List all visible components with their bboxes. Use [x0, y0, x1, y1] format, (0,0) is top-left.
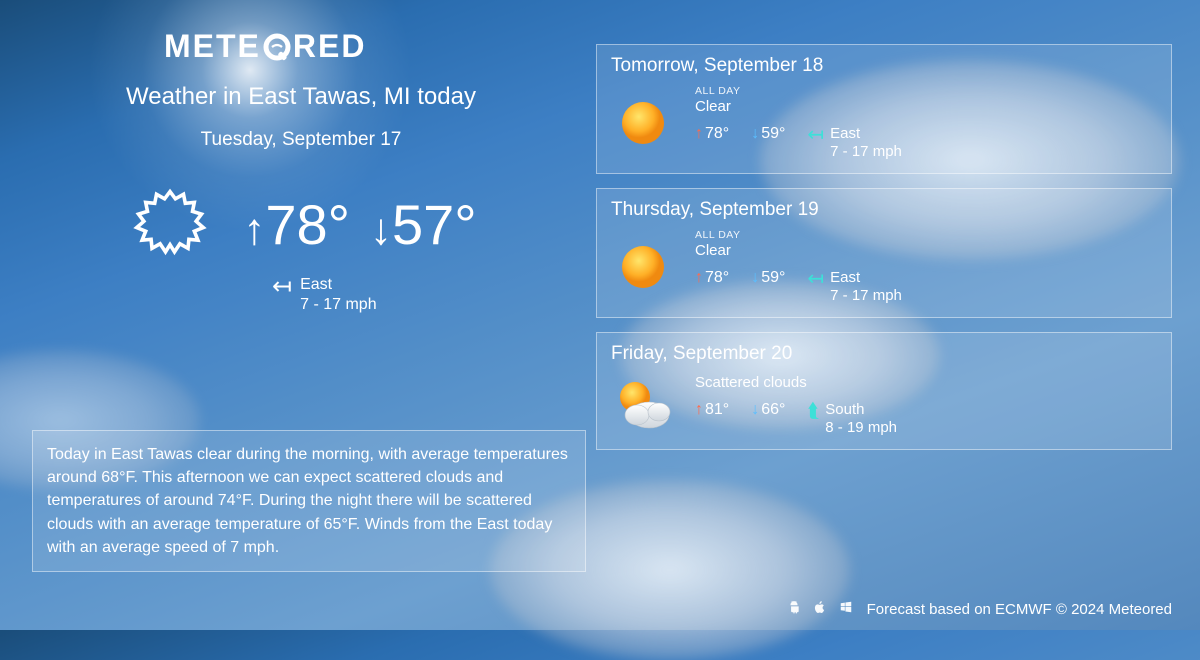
up-arrow-icon: ↑ — [695, 269, 703, 287]
forecast-condition: Scattered clouds — [695, 374, 1157, 391]
forecast-card: Tomorrow, September 18 ALL DAY Clear ↑78… — [596, 44, 1172, 174]
forecast-condition: Clear — [695, 98, 1157, 115]
forecast-date: Thursday, September 19 — [611, 199, 1157, 221]
forecast-condition: Clear — [695, 242, 1157, 259]
forecast-date: Friday, September 20 — [611, 343, 1157, 365]
forecast-high: ↑78° — [695, 125, 729, 143]
footer-text: Forecast based on ECMWF © 2024 Meteored — [867, 601, 1172, 618]
today-wind-speed: 7 - 17 mph — [300, 296, 376, 313]
wind-direction-icon: ↤ — [807, 125, 824, 145]
location-title: Weather in East Tawas, MI today — [32, 83, 570, 111]
today-wind-dir: East — [300, 276, 332, 293]
forecast-low: ↓59° — [751, 269, 785, 287]
forecast-high: ↑78° — [695, 269, 729, 287]
sun-icon — [611, 235, 675, 299]
apple-icon — [813, 600, 827, 618]
today-date: Tuesday, September 17 — [32, 129, 570, 151]
sun-icon — [611, 91, 675, 155]
forecast-date: Tomorrow, September 18 — [611, 55, 1157, 77]
forecast-card: Friday, September 20 — [596, 332, 1172, 450]
today-main: ↑78° ↓57° — [32, 179, 570, 269]
windows-icon — [839, 600, 853, 618]
today-high: ↑78° — [243, 192, 350, 257]
wind-direction-icon: ↤ — [807, 269, 824, 289]
forecast-card: Thursday, September 19 ALL DAY Clear ↑78… — [596, 188, 1172, 318]
forecast-low: ↓59° — [751, 125, 785, 143]
forecast-high: ↑81° — [695, 401, 729, 419]
forecast-wind: ↤ East7 - 17 mph — [807, 125, 901, 161]
brand-text-left: METE — [164, 28, 261, 65]
down-arrow-icon: ↓ — [751, 269, 759, 287]
partly-cloudy-icon — [611, 373, 675, 437]
android-icon — [787, 600, 801, 618]
forecast-low: ↓66° — [751, 401, 785, 419]
today-summary: Today in East Tawas clear during the mor… — [32, 430, 586, 572]
wind-direction-icon: ⮬ — [807, 401, 819, 421]
wind-direction-icon: ↤ — [272, 275, 292, 299]
brand-logo: METE RED — [164, 28, 570, 65]
down-arrow-icon: ↓ — [751, 125, 759, 143]
forecast-wind: ⮬ South8 - 19 mph — [807, 401, 897, 437]
brand-text-right: RED — [293, 28, 367, 65]
down-arrow-icon: ↓ — [751, 401, 759, 419]
allday-label: ALL DAY — [695, 85, 1157, 97]
today-wind: ↤ East 7 - 17 mph — [272, 275, 570, 315]
allday-label: ALL DAY — [695, 229, 1157, 241]
up-arrow-icon: ↑ — [695, 125, 703, 143]
today-low: ↓57° — [370, 192, 477, 257]
footer: Forecast based on ECMWF © 2024 Meteored — [787, 600, 1172, 618]
sun-outline-icon — [125, 179, 215, 269]
forecast-wind: ↤ East7 - 17 mph — [807, 269, 901, 305]
forecast-list: Tomorrow, September 18 ALL DAY Clear ↑78… — [590, 0, 1200, 630]
up-arrow-icon: ↑ — [243, 205, 265, 254]
up-arrow-icon: ↑ — [695, 401, 703, 419]
down-arrow-icon: ↓ — [370, 205, 392, 254]
brand-logo-icon — [262, 32, 292, 62]
